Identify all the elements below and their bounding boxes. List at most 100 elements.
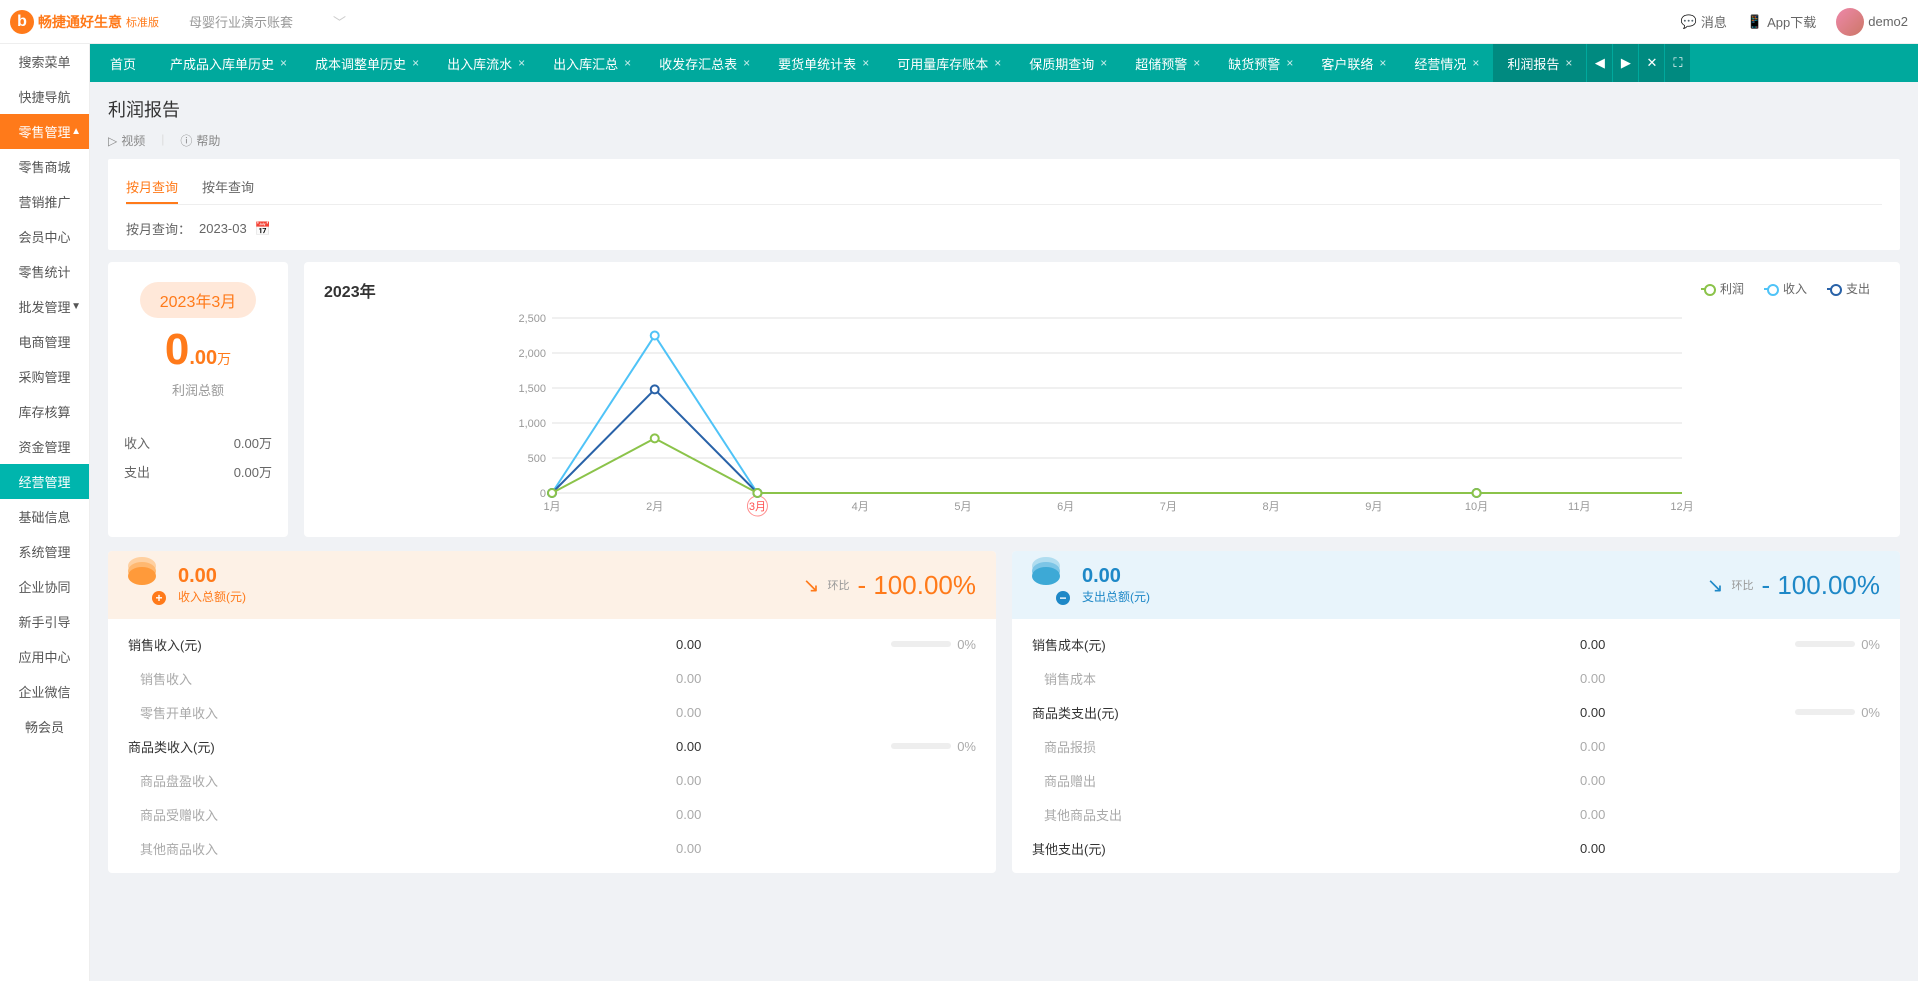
sidebar-item-3[interactable]: 零售商城 <box>0 149 89 184</box>
sidebar-item-2[interactable]: 零售管理▲ <box>0 114 89 149</box>
sidebar-item-1[interactable]: 快捷导航 <box>0 79 89 114</box>
close-icon[interactable]: × <box>280 56 287 70</box>
app-download-link[interactable]: 📱 App下载 <box>1747 12 1816 31</box>
table-row: 销售成本(元)0.000% <box>1032 627 1880 661</box>
svg-text:5月: 5月 <box>954 501 971 513</box>
close-icon[interactable]: × <box>1565 56 1572 70</box>
legend-income: 收入 <box>1764 280 1807 297</box>
sidebar-item-7[interactable]: 批发管理▼ <box>0 289 89 324</box>
profit-int: 0 <box>165 325 189 374</box>
tab-ctrl-2[interactable]: ✕ <box>1638 44 1664 82</box>
svg-text:500: 500 <box>528 453 546 465</box>
message-icon: 💬 <box>1681 14 1697 30</box>
query-label: 按月查询： <box>126 219 191 238</box>
tab-5[interactable]: 要货单统计表× <box>764 44 883 82</box>
sidebar-item-11[interactable]: 资金管理 <box>0 429 89 464</box>
sidebar-item-6[interactable]: 零售统计 <box>0 254 89 289</box>
subtab-year[interactable]: 按年查询 <box>202 171 254 204</box>
sidebar-item-19[interactable]: 畅会员 <box>0 709 89 744</box>
line-chart: 05001,0001,5002,0002,5001月2月3月4月5月6月7月8月… <box>324 308 1880 518</box>
sidebar-item-14[interactable]: 系统管理 <box>0 534 89 569</box>
close-icon[interactable]: × <box>1193 56 1200 70</box>
query-value[interactable]: 2023-03 <box>199 221 247 236</box>
tab-12[interactable]: 利润报告× <box>1493 44 1586 82</box>
sidebar-item-17[interactable]: 应用中心 <box>0 639 89 674</box>
sidebar-item-0[interactable]: 搜索菜单 <box>0 44 89 79</box>
username: demo2 <box>1868 14 1908 29</box>
close-icon[interactable]: × <box>1286 56 1293 70</box>
chart-card: 2023年 利润 收入 支出 05001,0001,5002,0002,5001… <box>304 262 1900 537</box>
tab-8[interactable]: 超储预警× <box>1121 44 1214 82</box>
table-row: 销售成本0.00 <box>1032 661 1880 695</box>
sidebar-item-9[interactable]: 采购管理 <box>0 359 89 394</box>
logo-icon: b <box>10 10 34 34</box>
tab-3[interactable]: 出入库汇总× <box>539 44 645 82</box>
profit-total: 0.00万 <box>165 328 231 372</box>
svg-text:0: 0 <box>540 488 546 500</box>
help-link[interactable]: ⓘ 帮助 <box>180 132 220 149</box>
sidebar-item-8[interactable]: 电商管理 <box>0 324 89 359</box>
avatar <box>1836 8 1864 36</box>
close-icon[interactable]: × <box>994 56 1001 70</box>
sidebar-item-13[interactable]: 基础信息 <box>0 499 89 534</box>
tab-ctrl-0[interactable]: ◀ <box>1586 44 1612 82</box>
summary-card: 2023年3月 0.00万 利润总额 收入0.00万 支出0.00万 <box>108 262 288 537</box>
tab-9[interactable]: 缺货预警× <box>1214 44 1307 82</box>
video-link[interactable]: ▷ 视频 <box>108 132 145 149</box>
svg-text:3月: 3月 <box>749 501 766 513</box>
calendar-icon[interactable]: 📅 <box>255 221 271 237</box>
close-icon[interactable]: × <box>1100 56 1107 70</box>
tab-home[interactable]: 首页 <box>90 44 156 82</box>
tab-0[interactable]: 产成品入库单历史× <box>156 44 301 82</box>
sidebar-item-16[interactable]: 新手引导 <box>0 604 89 639</box>
svg-text:2月: 2月 <box>646 501 663 513</box>
table-row: 商品盘盈收入0.00 <box>128 763 976 797</box>
profit-label: 利润总额 <box>172 380 224 399</box>
close-icon[interactable]: × <box>518 56 525 70</box>
sidebar-item-4[interactable]: 营销推广 <box>0 184 89 219</box>
trend-down-icon: ↘ <box>803 573 820 598</box>
messages-link[interactable]: 💬 消息 <box>1681 12 1727 31</box>
expense-panel: − 0.00支出总额(元) ↘ 环比 - 100.00% 销售成本(元)0.00… <box>1012 551 1900 873</box>
sidebar-item-12[interactable]: 经营管理 <box>0 464 89 499</box>
sidebar-item-5[interactable]: 会员中心 <box>0 219 89 254</box>
tab-1[interactable]: 成本调整单历史× <box>301 44 433 82</box>
help-label: 帮助 <box>196 132 220 149</box>
close-icon[interactable]: × <box>412 56 419 70</box>
svg-text:8月: 8月 <box>1263 501 1280 513</box>
logo: b 畅捷通好生意 <box>10 10 122 34</box>
sidebar-item-10[interactable]: 库存核算 <box>0 394 89 429</box>
svg-text:6月: 6月 <box>1057 501 1074 513</box>
subtab-month[interactable]: 按月查询 <box>126 171 178 204</box>
table-row: 销售收入0.00 <box>128 661 976 695</box>
trend-down-icon: ↘ <box>1707 573 1724 598</box>
close-icon[interactable]: × <box>862 56 869 70</box>
close-icon[interactable]: × <box>1472 56 1479 70</box>
table-row: 商品类支出(元)0.000% <box>1032 695 1880 729</box>
income-icon: + <box>128 567 164 603</box>
tab-10[interactable]: 客户联络× <box>1307 44 1400 82</box>
sidebar-item-15[interactable]: 企业协同 <box>0 569 89 604</box>
close-icon[interactable]: × <box>743 56 750 70</box>
expense-icon: − <box>1032 567 1068 603</box>
tab-ctrl-3[interactable]: ⛶ <box>1664 44 1690 82</box>
table-row: 零售开单收入0.00 <box>128 695 976 729</box>
account-selector[interactable]: 母婴行业演示账套 ﹀ <box>189 12 346 31</box>
close-icon[interactable]: × <box>1379 56 1386 70</box>
svg-text:4月: 4月 <box>852 501 869 513</box>
brand-name: 畅捷通好生意 <box>38 12 122 32</box>
hb-label: 环比 <box>827 577 849 593</box>
expense-pct: - 100.00% <box>1761 570 1880 601</box>
tab-6[interactable]: 可用量库存账本× <box>883 44 1015 82</box>
hb-label: 环比 <box>1731 577 1753 593</box>
tab-7[interactable]: 保质期查询× <box>1015 44 1121 82</box>
tab-ctrl-1[interactable]: ▶ <box>1612 44 1638 82</box>
sidebar-item-18[interactable]: 企业微信 <box>0 674 89 709</box>
user-menu[interactable]: demo2 <box>1836 8 1908 36</box>
table-row: 销售收入(元)0.000% <box>128 627 976 661</box>
close-icon[interactable]: × <box>624 56 631 70</box>
tab-2[interactable]: 出入库流水× <box>433 44 539 82</box>
tab-bar: 首页产成品入库单历史×成本调整单历史×出入库流水×出入库汇总×收发存汇总表×要货… <box>90 44 1918 82</box>
tab-11[interactable]: 经营情况× <box>1400 44 1493 82</box>
tab-4[interactable]: 收发存汇总表× <box>645 44 764 82</box>
